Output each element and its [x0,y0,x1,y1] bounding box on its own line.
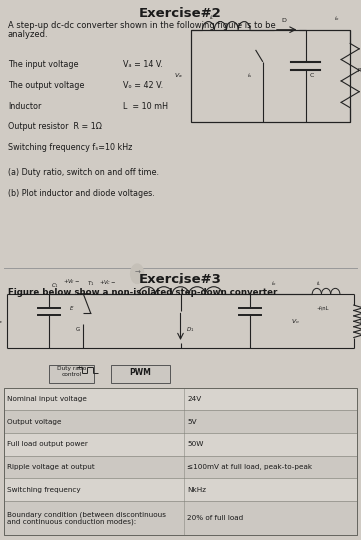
Text: $+V_C-$: $+V_C-$ [99,278,117,287]
Text: Vₒ = 42 V.: Vₒ = 42 V. [123,81,163,90]
Text: 5V: 5V [187,418,197,425]
Text: ≤100mV at full load, peak-to-peak: ≤100mV at full load, peak-to-peak [187,464,312,470]
Text: Exercise#3: Exercise#3 [139,273,222,286]
Text: G: G [76,327,81,332]
Bar [4,410,357,433]
Text: $E$: $E$ [69,304,74,312]
Text: $V_o$: $V_o$ [291,317,300,326]
Text: Full load output power: Full load output power [7,441,88,448]
Text: Output resistor  R = 1Ω: Output resistor R = 1Ω [8,122,102,131]
Text: $i_L$: $i_L$ [209,13,215,22]
Bar [4,501,357,535]
Text: Nominal input voltage: Nominal input voltage [7,396,87,402]
Text: The input voltage: The input voltage [8,60,78,70]
Text: Output voltage: Output voltage [7,418,62,425]
Bar [4,478,357,501]
Text: $D_1$: $D_1$ [186,325,194,334]
Text: $i_L$: $i_L$ [317,279,322,288]
Text: (a) Duty ratio, switch on and off time.: (a) Duty ratio, switch on and off time. [8,168,159,178]
Text: $i_s$: $i_s$ [247,71,252,80]
Text: Inductor: Inductor [8,102,41,111]
Text: Figure below show a non-isolated step-down converter: Figure below show a non-isolated step-do… [8,288,277,297]
Text: Ripple voltage at output: Ripple voltage at output [7,464,95,470]
Text: $V_a$: $V_a$ [174,71,183,80]
Text: (b) Plot inductor and diode voltages.: (b) Plot inductor and diode voltages. [8,189,155,198]
Text: $i_o$: $i_o$ [334,15,340,23]
Text: →: → [134,269,140,276]
Text: R $V_o$: R $V_o$ [357,66,361,76]
Text: $i_o$: $i_o$ [271,279,277,288]
Text: 20% of full load: 20% of full load [187,515,243,521]
Text: Duty ratio
control: Duty ratio control [57,366,86,377]
Text: PWM: PWM [130,368,152,377]
FancyBboxPatch shape [49,364,94,383]
Text: $C_1$: $C_1$ [51,281,58,290]
Bar [4,388,357,535]
Text: The output voltage: The output voltage [8,81,84,90]
Text: analyzed.: analyzed. [8,30,49,39]
Text: NkHz: NkHz [187,487,206,493]
Text: $V_a$: $V_a$ [0,317,3,326]
Text: Vₐ = 14 V.: Vₐ = 14 V. [123,60,162,70]
FancyBboxPatch shape [111,364,170,383]
Text: A step-up dc-dc converter shown in the following figure is to be: A step-up dc-dc converter shown in the f… [8,21,276,30]
Text: $+V_E-$: $+V_E-$ [63,277,80,286]
Text: R: R [359,319,361,324]
Bar [4,433,357,456]
Text: $T_1$: $T_1$ [87,279,95,288]
Text: Switching frequency fₛ=10 kHz: Switching frequency fₛ=10 kHz [8,143,132,152]
Text: Boundary condition (between discontinuous
and continuous conduction modes):: Boundary condition (between discontinuou… [7,511,166,525]
Text: 50W: 50W [187,441,203,448]
Text: $i_L$: $i_L$ [178,278,183,287]
Text: C: C [309,73,314,78]
Text: +\nL: +\nL [316,305,329,310]
Text: Switching frequency: Switching frequency [7,487,81,493]
Bar [4,388,357,410]
Text: L  = 10 mH: L = 10 mH [123,102,168,111]
Text: D: D [281,18,286,23]
Text: Exercise#2: Exercise#2 [139,7,222,20]
Bar [4,456,357,478]
Text: 24V: 24V [187,396,201,402]
Circle shape [131,264,144,284]
